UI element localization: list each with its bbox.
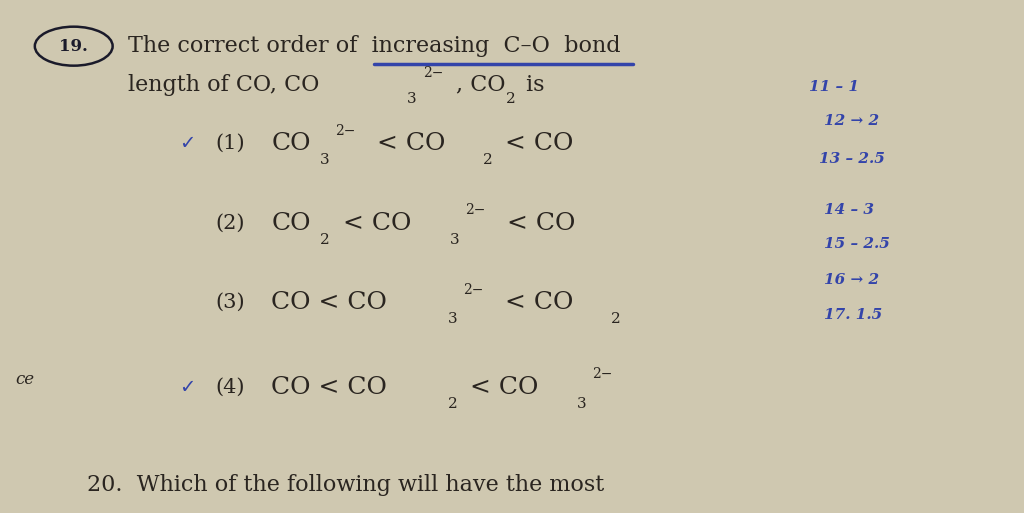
Text: 3: 3 xyxy=(407,92,416,106)
Text: ce: ce xyxy=(15,371,35,388)
Text: (1): (1) xyxy=(215,134,245,153)
Text: 17. 1.5: 17. 1.5 xyxy=(824,308,883,323)
Text: CO < CO: CO < CO xyxy=(271,291,387,314)
Text: , CO: , CO xyxy=(456,74,505,95)
Text: 20.  Which of the following will have the most: 20. Which of the following will have the… xyxy=(87,474,604,496)
Text: 2−: 2− xyxy=(335,124,355,138)
Text: < CO: < CO xyxy=(497,291,573,314)
Text: (4): (4) xyxy=(215,378,245,397)
Text: < CO: < CO xyxy=(499,212,575,234)
Text: < CO: < CO xyxy=(497,132,573,155)
Text: < CO: < CO xyxy=(462,376,539,399)
Text: 2: 2 xyxy=(483,153,494,167)
Text: length of CO, CO: length of CO, CO xyxy=(128,74,319,95)
Text: ✓: ✓ xyxy=(179,134,196,153)
Text: 2−: 2− xyxy=(423,66,443,81)
Text: 3: 3 xyxy=(447,312,457,326)
Text: is: is xyxy=(519,74,545,95)
Text: (3): (3) xyxy=(215,293,245,312)
Text: CO: CO xyxy=(271,212,311,234)
Text: 19.: 19. xyxy=(59,37,88,55)
Text: < CO: < CO xyxy=(369,132,445,155)
Text: 2−: 2− xyxy=(465,203,485,218)
Text: 14 – 3: 14 – 3 xyxy=(824,203,874,218)
Text: ✓: ✓ xyxy=(179,378,196,397)
Text: 2: 2 xyxy=(611,312,622,326)
Text: CO < CO: CO < CO xyxy=(271,376,387,399)
Text: 2: 2 xyxy=(506,92,516,106)
Text: The correct order of  increasing  C–O  bond: The correct order of increasing C–O bond xyxy=(128,35,621,57)
Text: 3: 3 xyxy=(319,153,329,167)
Text: 2−: 2− xyxy=(592,367,612,382)
Text: 2: 2 xyxy=(447,397,458,411)
Text: 2−: 2− xyxy=(463,283,483,297)
Text: 11 – 1: 11 – 1 xyxy=(809,80,859,94)
Text: 16 → 2: 16 → 2 xyxy=(824,272,880,287)
Text: 2: 2 xyxy=(319,232,330,247)
Text: 3: 3 xyxy=(450,232,459,247)
Text: CO: CO xyxy=(271,132,311,155)
Text: 13 – 2.5: 13 – 2.5 xyxy=(819,152,885,166)
Text: 15 – 2.5: 15 – 2.5 xyxy=(824,236,890,251)
Text: 3: 3 xyxy=(577,397,586,411)
Text: 12 → 2: 12 → 2 xyxy=(824,113,880,128)
Text: (2): (2) xyxy=(215,213,245,233)
Text: < CO: < CO xyxy=(335,212,412,234)
